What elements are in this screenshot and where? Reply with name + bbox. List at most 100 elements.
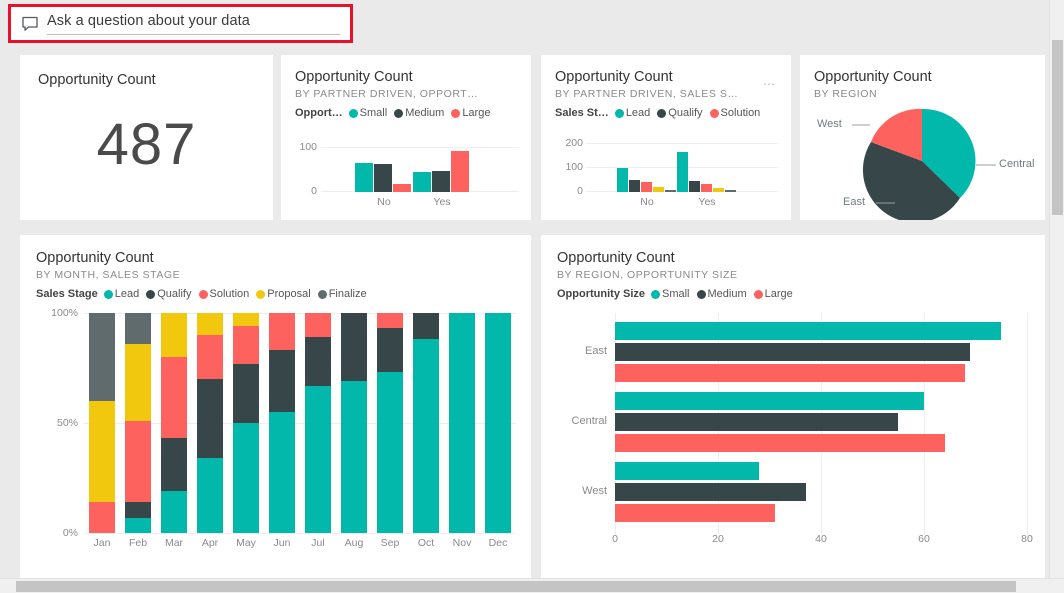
stacked-bar-oct[interactable]: [412, 313, 440, 533]
stacked-bar-apr[interactable]: [196, 313, 224, 533]
stack-segment-solution[interactable]: [88, 502, 116, 533]
stack-segment-finalize[interactable]: [124, 313, 152, 344]
stack-segment-qualify[interactable]: [196, 379, 224, 459]
stack-segment-qualify[interactable]: [304, 337, 332, 386]
bar-large: [393, 184, 411, 192]
chart-plot-area[interactable]: 100% 50% 0% Jan Feb Mar Apr May Jun Jul Aug Sep O…: [36, 307, 516, 559]
bar-group-no[interactable]: [355, 147, 415, 192]
vertical-scrollbar[interactable]: [1049, 0, 1064, 578]
y-category-label: Central: [571, 415, 607, 427]
hbar-west-large[interactable]: [615, 504, 775, 522]
stack-segment-proposal[interactable]: [124, 343, 152, 421]
stack-segment-proposal[interactable]: [88, 401, 116, 503]
stack-segment-lead[interactable]: [268, 412, 296, 533]
legend-item-large[interactable]: Large: [753, 288, 793, 300]
tile-stacked-by-month-stage[interactable]: Opportunity Count BY MONTH, SALES STAGE …: [20, 235, 531, 578]
chart-plot-area[interactable]: East Central West 0 20 40 60 80: [557, 313, 1037, 559]
stack-segment-finalize[interactable]: [88, 313, 116, 402]
legend-item-small[interactable]: Small: [348, 107, 387, 119]
stack-segment-lead[interactable]: [124, 517, 152, 533]
stack-segment-lead[interactable]: [412, 339, 440, 533]
stack-segment-solution[interactable]: [304, 313, 332, 338]
stack-segment-proposal[interactable]: [160, 313, 188, 358]
bar-group-no[interactable]: [617, 143, 683, 192]
legend-item-qualify[interactable]: Qualify: [657, 107, 703, 119]
stacked-bar-jan[interactable]: [88, 313, 116, 533]
stack-segment-lead[interactable]: [340, 381, 368, 533]
stacked-bar-dec[interactable]: [484, 313, 512, 533]
legend-item-lead[interactable]: Lead: [614, 107, 650, 119]
hbar-central-medium[interactable]: [615, 413, 899, 431]
legend-item-solution[interactable]: Solution: [198, 288, 249, 300]
stack-segment-qualify[interactable]: [412, 313, 440, 340]
legend-item-lead[interactable]: Lead: [103, 288, 139, 300]
qna-placeholder-text[interactable]: Ask a question about your data: [47, 12, 340, 35]
legend-item-solution[interactable]: Solution: [709, 107, 760, 119]
stack-segment-lead[interactable]: [196, 458, 224, 533]
stack-segment-lead[interactable]: [160, 491, 188, 533]
stack-segment-solution[interactable]: [268, 313, 296, 351]
stack-segment-qualify[interactable]: [124, 502, 152, 518]
stack-segment-lead[interactable]: [232, 423, 260, 533]
stack-segment-proposal[interactable]: [196, 313, 224, 336]
legend-item-proposal[interactable]: Proposal: [256, 288, 311, 300]
bar-finalize: [665, 190, 676, 192]
stacked-bar-jun[interactable]: [268, 313, 296, 533]
tile-bar-by-region-size[interactable]: Opportunity Count BY REGION, OPPORTUNITY…: [541, 235, 1045, 578]
legend-label: Medium: [405, 107, 445, 119]
hbar-east-small[interactable]: [615, 322, 1002, 340]
horizontal-scrollbar-thumb[interactable]: [16, 581, 1016, 592]
stack-segment-qualify[interactable]: [232, 363, 260, 423]
tile-card-opportunity-count[interactable]: Opportunity Count 487: [20, 55, 273, 220]
bar-group-yes[interactable]: [413, 147, 473, 192]
horizontal-scrollbar[interactable]: [0, 578, 1064, 593]
y-tick-label: 100: [299, 141, 317, 153]
tile-more-options-icon[interactable]: …: [762, 73, 777, 88]
stacked-bar-mar[interactable]: [160, 313, 188, 533]
x-tick-label: Oct: [417, 537, 435, 549]
tile-subtitle: BY PARTNER DRIVEN, SALES S…: [555, 88, 739, 100]
stack-segment-qualify[interactable]: [160, 438, 188, 492]
stack-segment-solution[interactable]: [376, 313, 404, 329]
stack-segment-proposal[interactable]: [232, 313, 260, 327]
qna-question-box[interactable]: Ask a question about your data: [8, 4, 353, 43]
stacked-bar-sep[interactable]: [376, 313, 404, 533]
legend-item-qualify[interactable]: Qualify: [146, 288, 192, 300]
legend-item-small[interactable]: Small: [651, 288, 690, 300]
stack-segment-solution[interactable]: [124, 420, 152, 503]
y-tick-label: 100: [565, 161, 583, 173]
stack-segment-lead[interactable]: [376, 372, 404, 533]
legend-item-medium[interactable]: Medium: [696, 288, 747, 300]
legend-item-large[interactable]: Large: [451, 107, 490, 119]
hbar-central-large[interactable]: [615, 434, 945, 452]
hbar-central-small[interactable]: [615, 392, 924, 410]
vertical-scrollbar-thumb[interactable]: [1052, 40, 1063, 215]
stacked-bar-jul[interactable]: [304, 313, 332, 533]
hbar-east-large[interactable]: [615, 364, 966, 382]
stack-segment-lead[interactable]: [484, 313, 512, 533]
stacked-bar-may[interactable]: [232, 313, 260, 533]
stacked-bar-aug[interactable]: [340, 313, 368, 533]
stack-segment-lead[interactable]: [304, 385, 332, 533]
tile-column-by-partner-driven-size[interactable]: Opportunity Count BY PARTNER DRIVEN, OPP…: [281, 55, 531, 220]
stacked-bar-feb[interactable]: [124, 313, 152, 533]
legend-item-finalize[interactable]: Finalize: [317, 288, 367, 300]
legend-item-medium[interactable]: Medium: [394, 107, 444, 119]
stack-segment-qualify[interactable]: [340, 313, 368, 382]
stacked-bar-nov[interactable]: [448, 313, 476, 533]
hbar-west-medium[interactable]: [615, 483, 806, 501]
stack-segment-qualify[interactable]: [376, 328, 404, 373]
hbar-west-small[interactable]: [615, 462, 760, 480]
stack-segment-qualify[interactable]: [268, 350, 296, 412]
chart-plot-area[interactable]: 200 100 0 No Yes: [555, 137, 779, 209]
chart-plot-area[interactable]: 100 0 No Yes: [295, 141, 519, 209]
bar-group-yes[interactable]: [677, 143, 743, 192]
stack-segment-solution[interactable]: [232, 326, 260, 364]
stack-segment-solution[interactable]: [196, 335, 224, 380]
tile-column-by-partner-driven-stage[interactable]: Opportunity Count … BY PARTNER DRIVEN, S…: [541, 55, 791, 220]
tile-pie-by-region[interactable]: Opportunity Count BY REGION Central West…: [800, 55, 1045, 220]
chart-plot-area[interactable]: Central West East: [800, 103, 1045, 220]
stack-segment-solution[interactable]: [160, 357, 188, 439]
stack-segment-lead[interactable]: [448, 313, 476, 533]
hbar-east-medium[interactable]: [615, 343, 971, 361]
